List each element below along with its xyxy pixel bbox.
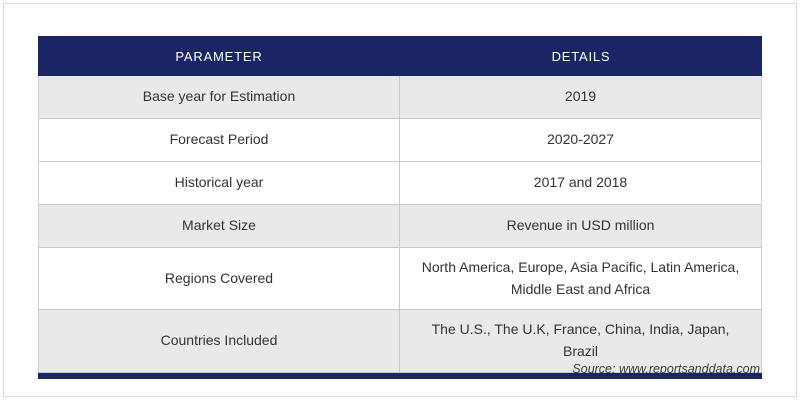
parameter-cell: Countries Included bbox=[39, 310, 400, 372]
table-row: Regions Covered North America, Europe, As… bbox=[39, 248, 761, 311]
details-cell: The U.S., The U.K, France, China, India,… bbox=[431, 321, 730, 360]
details-cell: 2019 bbox=[564, 88, 597, 105]
table-row: Countries Included The U.S., The U.K, Fra… bbox=[39, 310, 761, 373]
table-row: Base year for Estimation 2019 bbox=[39, 76, 761, 119]
details-cell: Revenue in USD million bbox=[506, 217, 655, 234]
details-cell: North America, Europe, Asia Pacific, Lat… bbox=[421, 259, 740, 297]
details-cell: 2020-2027 bbox=[547, 131, 614, 148]
source-attribution: Source: www.reportsanddata.com bbox=[572, 362, 760, 376]
table-body: Base year for Estimation 2019 Forecast Per… bbox=[38, 76, 762, 373]
table-row: Historical year 2017 and 2018 bbox=[39, 162, 761, 205]
details-cell: 2017 and 2018 bbox=[533, 174, 628, 191]
parameter-cell: Historical year bbox=[39, 162, 400, 204]
parameter-cell: Market Size bbox=[39, 205, 400, 247]
table-row: Forecast Period 2020-2027 bbox=[39, 119, 761, 162]
parameter-cell: Base year for Estimation bbox=[39, 76, 400, 118]
parameter-cell: Regions Covered bbox=[39, 248, 400, 310]
table-row: Market Size Revenue in USD million bbox=[39, 205, 761, 248]
table-header-details: DETAILS bbox=[551, 48, 611, 64]
table-header-parameter: PARAMETER bbox=[175, 48, 263, 64]
parameter-cell: Forecast Period bbox=[39, 119, 400, 161]
table-header-row: PARAMETER DETAILS bbox=[38, 36, 762, 76]
table-bottom-accent-bar bbox=[38, 372, 762, 379]
report-scope-table: PARAMETER DETAILS Base year for Estimati… bbox=[38, 36, 762, 379]
